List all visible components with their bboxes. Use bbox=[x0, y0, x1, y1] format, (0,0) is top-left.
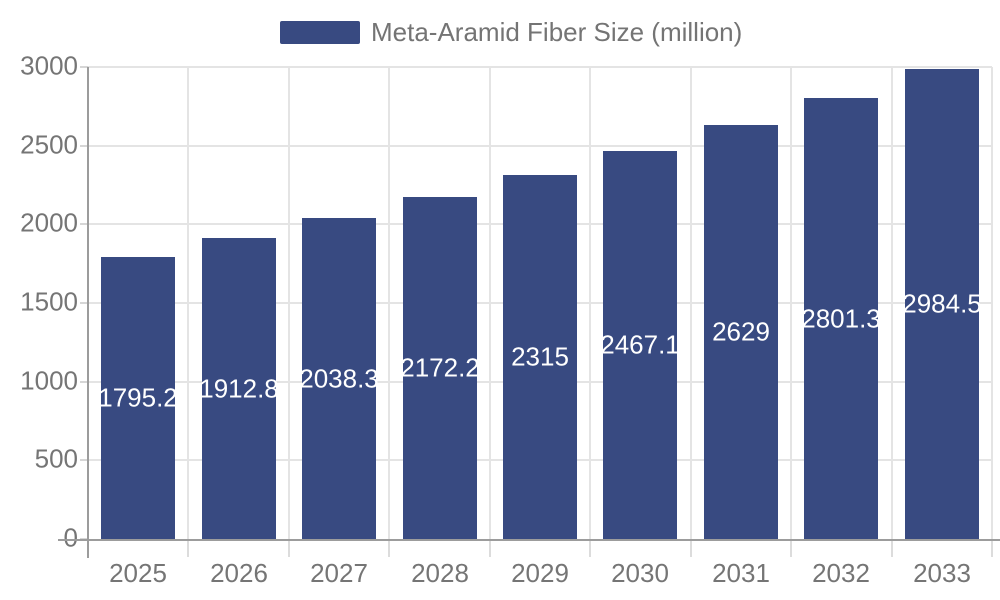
x-tick bbox=[489, 540, 491, 557]
x-tick bbox=[690, 540, 692, 557]
x-gridline bbox=[589, 67, 591, 539]
y-tick-label: 2500 bbox=[20, 129, 78, 160]
y-tick bbox=[80, 381, 88, 383]
bar-value-label: 1795.2 bbox=[98, 382, 178, 413]
y-tick bbox=[80, 66, 88, 68]
x-gridline bbox=[891, 67, 893, 539]
bar-value-label: 2629 bbox=[712, 316, 770, 347]
x-gridline bbox=[187, 67, 189, 539]
bar-2031[interactable] bbox=[704, 125, 778, 539]
x-tick bbox=[589, 540, 591, 557]
x-tick-label: 2030 bbox=[611, 558, 669, 588]
x-tick-label: 2031 bbox=[712, 558, 770, 588]
bar-value-label: 2467.1 bbox=[600, 329, 680, 360]
y-tick-label: 3000 bbox=[20, 50, 78, 81]
x-gridline bbox=[489, 67, 491, 539]
x-gridline bbox=[790, 67, 792, 539]
x-gridline bbox=[288, 67, 290, 539]
x-tick bbox=[790, 540, 792, 557]
x-tick bbox=[388, 540, 390, 557]
bar-2028[interactable] bbox=[403, 197, 477, 539]
x-tick bbox=[288, 540, 290, 557]
y-tick bbox=[80, 145, 88, 147]
bar-value-label: 2038.3 bbox=[299, 363, 379, 394]
bar-value-label: 2172.2 bbox=[400, 352, 480, 383]
y-tick bbox=[80, 223, 88, 225]
bar-value-label: 2315 bbox=[511, 341, 569, 372]
x-tick-label: 2028 bbox=[411, 558, 469, 588]
x-tick bbox=[187, 540, 189, 557]
y-tick-label: 1500 bbox=[20, 286, 78, 317]
y-axis-line bbox=[87, 67, 89, 558]
bar-value-label: 1912.8 bbox=[199, 373, 279, 404]
y-tick-label: 1000 bbox=[20, 365, 78, 396]
bar-2032[interactable] bbox=[804, 98, 878, 539]
x-gridline bbox=[991, 67, 993, 539]
legend-item[interactable]: Meta-Aramid Fiber Size (million) bbox=[280, 17, 742, 48]
bar-2027[interactable] bbox=[302, 218, 376, 539]
x-tick bbox=[991, 540, 993, 557]
x-tick-label: 2033 bbox=[913, 558, 971, 588]
bar-2030[interactable] bbox=[603, 151, 677, 539]
bar-value-label: 2984.5 bbox=[902, 288, 982, 319]
x-tick-label: 2032 bbox=[812, 558, 870, 588]
x-gridline bbox=[690, 67, 692, 539]
bar-2026[interactable] bbox=[202, 238, 276, 539]
y-tick-label: 0 bbox=[63, 522, 78, 553]
y-tick-label: 500 bbox=[34, 443, 78, 474]
x-tick-label: 2026 bbox=[210, 558, 268, 588]
x-tick-label: 2027 bbox=[310, 558, 368, 588]
y-tick-label: 2000 bbox=[20, 207, 78, 238]
x-tick bbox=[891, 540, 893, 557]
y-gridline bbox=[88, 66, 992, 68]
y-gridline bbox=[88, 145, 992, 147]
bar-2029[interactable] bbox=[503, 175, 577, 539]
y-tick bbox=[80, 302, 88, 304]
bar-value-label: 2801.3 bbox=[801, 303, 881, 334]
legend-swatch bbox=[280, 21, 360, 44]
x-gridline bbox=[388, 67, 390, 539]
legend-label: Meta-Aramid Fiber Size (million) bbox=[371, 17, 743, 47]
x-tick-label: 2025 bbox=[109, 558, 167, 588]
x-tick-label: 2029 bbox=[511, 558, 569, 588]
y-tick bbox=[80, 459, 88, 461]
x-axis-line bbox=[58, 539, 1000, 541]
bar-2025[interactable] bbox=[101, 257, 175, 539]
bar-2033[interactable] bbox=[905, 69, 979, 539]
